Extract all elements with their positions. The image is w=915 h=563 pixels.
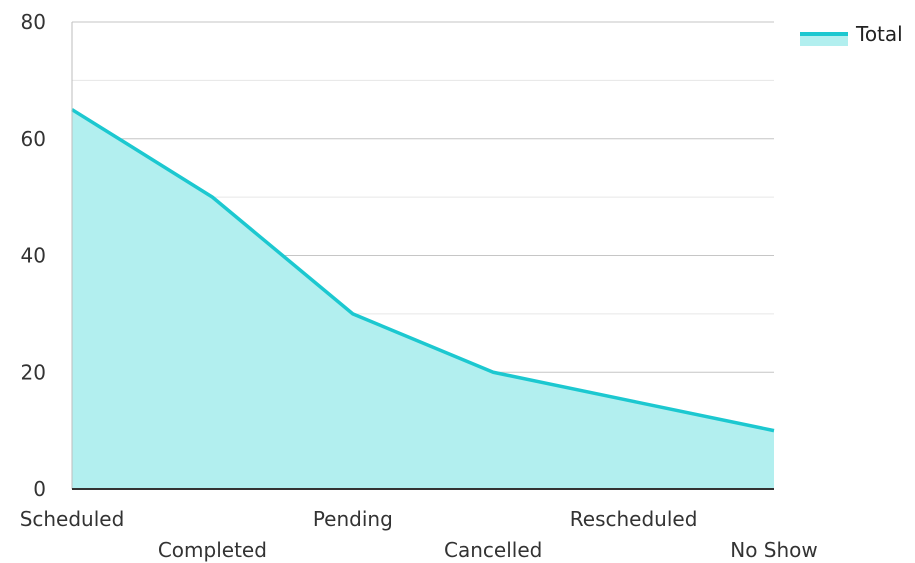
y-tick-label: 40 — [21, 244, 46, 268]
y-tick-label: 0 — [33, 477, 46, 501]
area-series — [72, 110, 774, 489]
y-tick-label: 60 — [21, 127, 46, 151]
x-tick-label: No Show — [730, 538, 818, 562]
legend: Total — [800, 22, 903, 46]
x-tick-label: Completed — [158, 538, 267, 562]
y-tick-label: 80 — [21, 10, 46, 34]
x-tick-label: Pending — [313, 507, 393, 531]
x-tick-label: Cancelled — [444, 538, 542, 562]
x-tick-label: Scheduled — [20, 507, 125, 531]
y-tick-labels: 0 20 40 60 80 — [21, 10, 46, 501]
area-fill-total — [72, 110, 774, 489]
y-tick-label: 20 — [21, 360, 46, 384]
legend-label: Total — [855, 22, 903, 46]
x-tick-labels: Scheduled Completed Pending Cancelled Resche… — [20, 507, 818, 562]
x-tick-label: Rescheduled — [570, 507, 698, 531]
